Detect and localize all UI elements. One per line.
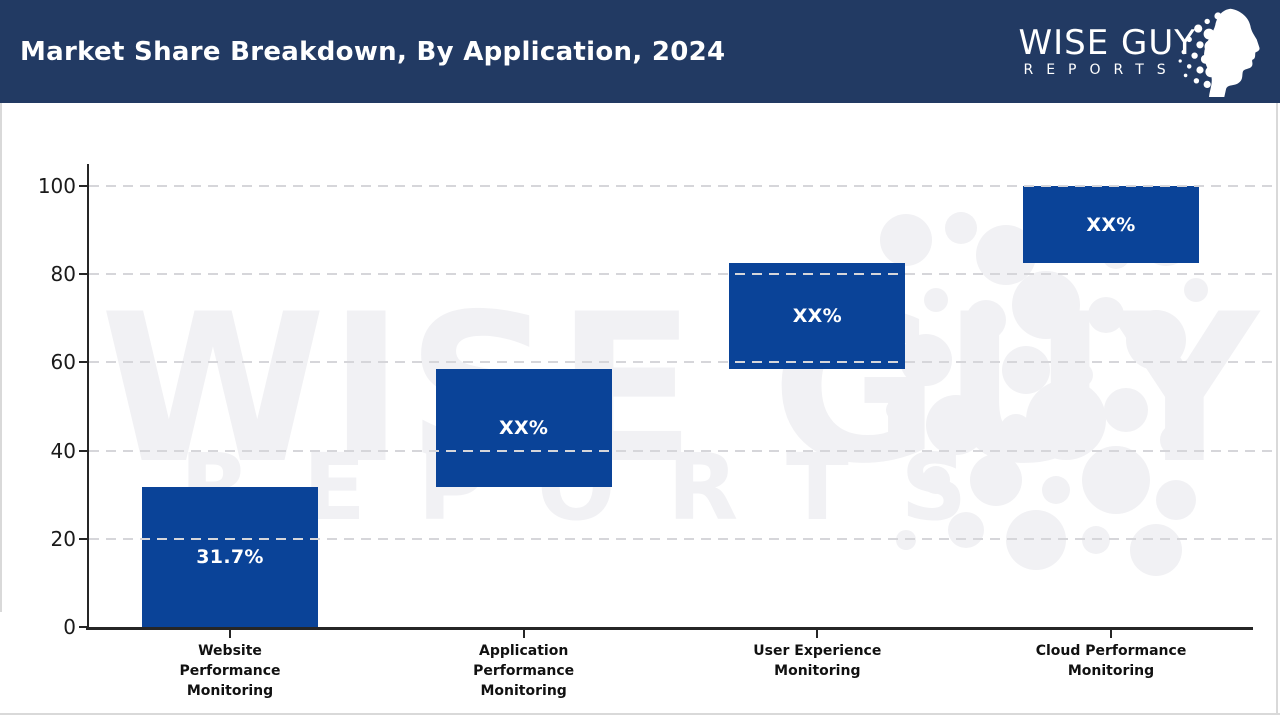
x-axis bbox=[86, 627, 1253, 630]
page-title: Market Share Breakdown, By Application, … bbox=[20, 36, 726, 67]
y-tick-label-40: 40 bbox=[50, 438, 76, 463]
y-tick-label-60: 60 bbox=[50, 350, 76, 375]
category-label-cloud-performance-monitoring: Cloud Performance Monitoring bbox=[961, 641, 1261, 681]
category-label-line: Monitoring bbox=[774, 663, 861, 679]
logo-wordmark: WISE GUY bbox=[1018, 23, 1196, 63]
bar-value-label: 31.7% bbox=[196, 546, 264, 569]
gridline-60 bbox=[89, 361, 1276, 364]
y-tick-label-20: 20 bbox=[50, 526, 76, 551]
category-label-line: Cloud Performance bbox=[1035, 643, 1187, 659]
y-tick-40 bbox=[79, 449, 87, 452]
y-tick-80 bbox=[79, 273, 87, 276]
bar-value-label: XX% bbox=[792, 305, 842, 328]
category-label-line: Website bbox=[198, 643, 262, 659]
y-tick-0 bbox=[79, 626, 87, 628]
x-tick-cloud-performance-monitoring bbox=[1110, 630, 1112, 638]
y-tick-label-100: 100 bbox=[37, 174, 76, 198]
category-label-line: Performance bbox=[473, 663, 575, 679]
bar-value-label: XX% bbox=[499, 417, 549, 440]
category-label-line: Application bbox=[479, 643, 569, 659]
y-tick-20 bbox=[79, 537, 87, 540]
category-label-line: Monitoring bbox=[1067, 663, 1155, 679]
logo-subtext: REPORTS bbox=[1023, 62, 1179, 78]
frame-border-right bbox=[1276, 103, 1278, 715]
gridline-20 bbox=[89, 537, 1276, 540]
category-label-application-performance-monitoring: Application Performance Monitoring bbox=[374, 641, 674, 701]
bar-website-performance-monitoring: 31.7% bbox=[142, 487, 318, 627]
y-tick-60 bbox=[79, 361, 87, 364]
y-tick-100 bbox=[79, 185, 87, 187]
brand-logo: WISE GUY REPORTS bbox=[1018, 7, 1266, 97]
x-tick-website-performance-monitoring bbox=[229, 630, 231, 638]
category-label-line: User Experience bbox=[753, 643, 882, 659]
x-tick-user-experience-monitoring bbox=[816, 630, 819, 638]
logo-head-icon bbox=[1178, 8, 1260, 97]
logo-text: WISE GUY REPORTS bbox=[1018, 25, 1196, 78]
y-tick-label-0: 0 bbox=[63, 615, 76, 639]
gridline-80 bbox=[89, 273, 1276, 276]
category-label-line: Performance bbox=[179, 663, 281, 679]
bar-value-label: XX% bbox=[1086, 213, 1136, 236]
bar-user-experience-monitoring: XX% bbox=[729, 263, 906, 369]
category-label-user-experience-monitoring: User Experience Monitoring bbox=[667, 641, 967, 681]
bar-application-performance-monitoring: XX% bbox=[435, 369, 612, 488]
frame-border-left bbox=[0, 0, 2, 612]
header-bar: Market Share Breakdown, By Application, … bbox=[0, 0, 1280, 103]
x-tick-application-performance-monitoring bbox=[522, 630, 525, 638]
frame-border-bottom bbox=[0, 713, 1280, 715]
bar-cloud-performance-monitoring: XX% bbox=[1023, 186, 1199, 264]
category-label-line: Monitoring bbox=[480, 683, 567, 699]
y-axis bbox=[87, 164, 89, 630]
category-label-line: Monitoring bbox=[186, 683, 274, 699]
category-label-website-performance-monitoring: Website Performance Monitoring bbox=[80, 641, 380, 701]
gridline-40 bbox=[89, 449, 1276, 452]
y-tick-label-80: 80 bbox=[50, 262, 76, 287]
gridline-100 bbox=[89, 185, 1276, 187]
